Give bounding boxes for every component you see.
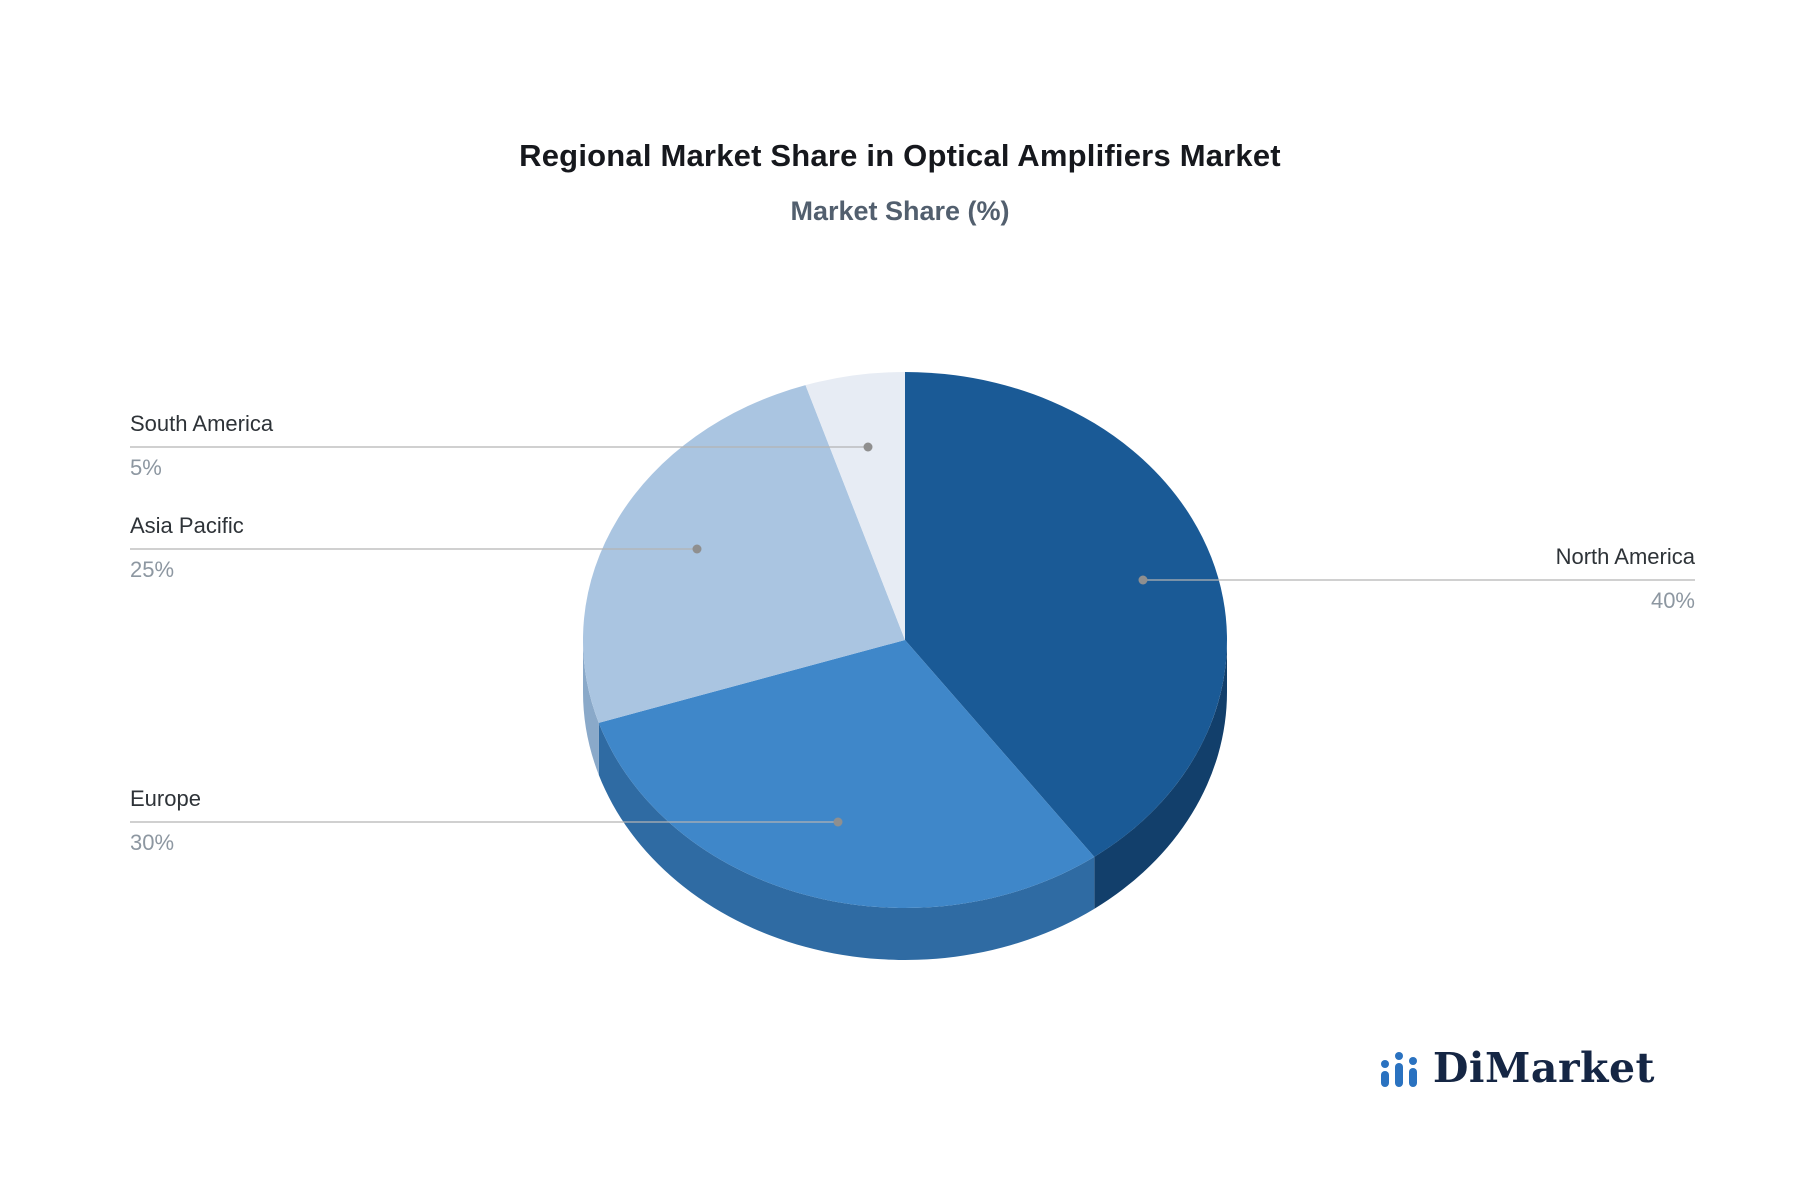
pie-label-asia-pacific: Asia Pacific 25% <box>130 512 244 583</box>
pie-label-name: Asia Pacific <box>130 513 244 538</box>
brand-logo-text: DiMarket <box>1432 1044 1655 1092</box>
pie-label-north-america: North America 40% <box>1556 543 1695 614</box>
pie-label-name: Europe <box>130 786 201 811</box>
pie-slice-side-europe <box>598 722 1095 960</box>
pie-slice-side-north-america <box>1094 640 1227 909</box>
pie-label-name: North America <box>1555 544 1695 569</box>
pie-label-name: South America <box>130 411 274 436</box>
pie-callout-dot-south-america <box>863 442 873 452</box>
pie-slice-south-america <box>805 372 905 640</box>
pie-label-value: 25% <box>130 557 175 582</box>
dimarket-logo-icon <box>1380 1052 1417 1087</box>
pie-label-value: 30% <box>130 830 175 855</box>
pie-slice-side-asia-pacific <box>583 640 599 775</box>
pie-label-value: 40% <box>1650 588 1695 613</box>
pie-label-europe: Europe 30% <box>130 785 201 856</box>
pie-slice-asia-pacific <box>583 385 905 723</box>
pie-slice-europe <box>598 640 1095 908</box>
pie-slice-north-america <box>905 372 1227 857</box>
pie-callout-dot-north-america <box>1138 575 1148 585</box>
brand-logo: DiMarket <box>1376 1044 1655 1092</box>
chart-subtitle: Market Share (%) <box>790 196 1010 226</box>
pie-callout-dot-europe <box>833 817 843 827</box>
pie-label-south-america: South America 5% <box>130 410 273 481</box>
chart-title: Regional Market Share in Optical Amplifi… <box>519 138 1281 173</box>
pie-callout-dot-asia-pacific <box>692 544 702 554</box>
pie-label-value: 5% <box>130 455 162 480</box>
